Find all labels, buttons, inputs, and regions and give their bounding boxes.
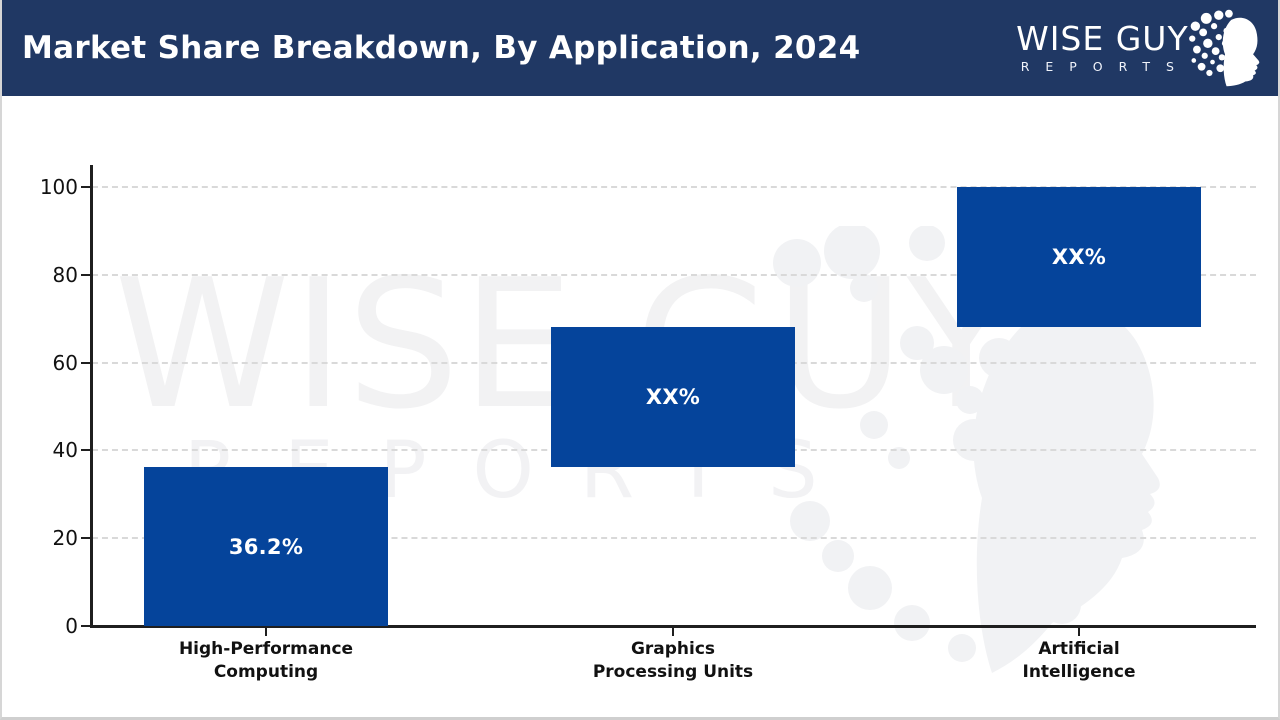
gridline (92, 537, 1256, 540)
y-tick-label: 80 (52, 262, 78, 287)
bar-value-label: 36.2% (228, 534, 304, 559)
logo-text: WISE GUY REPORTS (1015, 22, 1190, 74)
logo-subtext: REPORTS (1020, 59, 1190, 74)
category-label: Artificial Intelligence (909, 638, 1249, 684)
y-tick-mark (81, 361, 91, 364)
y-tick-mark (81, 449, 91, 452)
bar-segment: 36.2% (144, 467, 388, 626)
bar-value-label: XX% (645, 385, 701, 410)
y-tick-label: 20 (52, 526, 78, 551)
y-tick-mark (81, 625, 91, 627)
category-label-line: High-Performance (178, 639, 354, 659)
logo-wordmark: WISE GUY (1016, 19, 1189, 58)
category-label: Graphics Processing Units (503, 638, 843, 684)
category-label-line: Graphics (630, 639, 716, 659)
chart-title: Market Share Breakdown, By Application, … (22, 30, 861, 66)
y-tick-label: 60 (52, 350, 78, 375)
x-tick-mark (265, 628, 267, 636)
plot: 0 20 40 60 80 100 36.2% High-Performance Computi… (2, 96, 1278, 717)
wise-guy-logo: WISE GUY REPORTS (1015, 7, 1264, 89)
category-label-line: Processing Units (592, 661, 754, 682)
bar-segment: XX% (551, 327, 795, 468)
gridline (92, 186, 1256, 188)
category-label-line: Artificial (1038, 639, 1120, 659)
y-tick-label: 40 (52, 438, 78, 463)
y-axis-line (90, 165, 93, 628)
x-tick-mark (672, 628, 674, 636)
y-tick-mark (81, 186, 91, 188)
chart-area: WISE GUY REPORTS 0 20 40 60 80 100 36.2% High-P… (2, 96, 1278, 717)
category-label-line: Intelligence (1022, 661, 1136, 682)
y-tick-label: 100 (39, 175, 78, 199)
header-bar: Market Share Breakdown, By Application, … (2, 0, 1278, 96)
category-label: High-Performance Computing (96, 638, 436, 684)
x-tick-mark (1078, 628, 1080, 636)
y-tick-label: 0 (65, 614, 78, 638)
bar-segment: XX% (957, 187, 1201, 328)
x-axis-line (90, 624, 1256, 628)
y-tick-mark (81, 273, 91, 276)
bar-value-label: XX% (1051, 245, 1107, 270)
category-label-line: Computing (213, 661, 319, 682)
y-tick-mark (81, 537, 91, 540)
logo-face-icon (1189, 9, 1260, 87)
gridline (92, 273, 1256, 276)
